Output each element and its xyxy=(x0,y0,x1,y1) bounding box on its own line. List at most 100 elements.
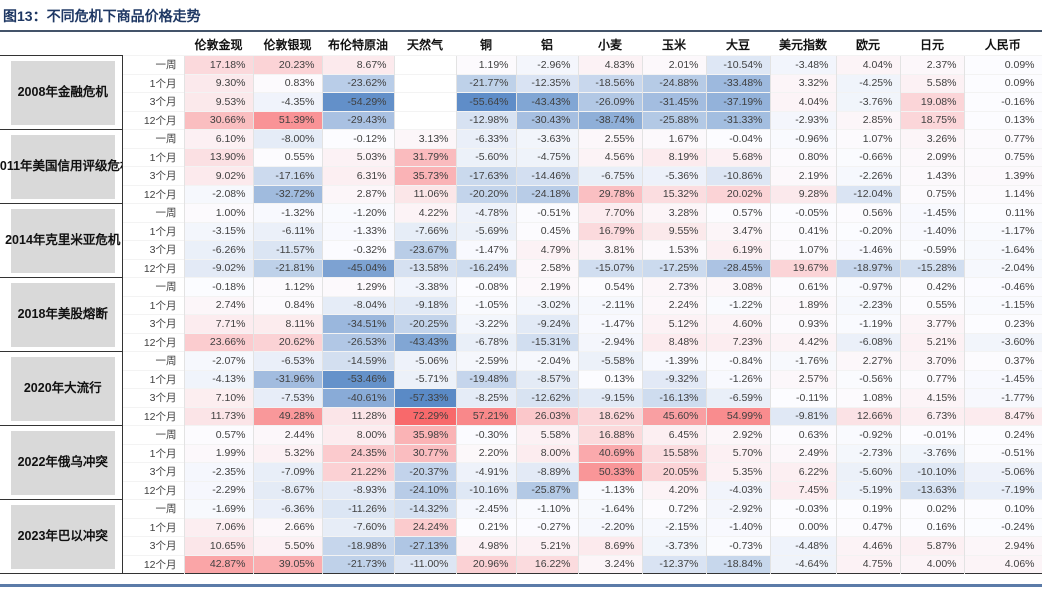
value-cell: 30.77% xyxy=(393,443,456,463)
period-label: 一周 xyxy=(121,351,184,370)
value-cell: 6.45% xyxy=(641,425,706,444)
column-header: 铝 xyxy=(540,37,553,52)
table-row: 3个月 -2.35% -7.09% 21.22% -20.37% -4.91% -8.89%… xyxy=(0,462,1042,481)
period-label: 1个月 xyxy=(121,73,184,93)
value-cell: 0.10% xyxy=(963,499,1042,518)
value-cell: -14.46% xyxy=(515,166,578,185)
value-cell: 2.19% xyxy=(515,277,578,296)
value-cell: -0.04% xyxy=(705,129,770,148)
value-cell: 0.23% xyxy=(963,314,1042,333)
value-cell: -5.58% xyxy=(577,351,642,370)
table-row: 2020年大流行 一周 -2.07% -6.53% -14.59% -5.06% -2.59… xyxy=(0,351,1042,421)
value-cell: -6.26% xyxy=(183,240,253,259)
value-cell: -1.76% xyxy=(769,351,836,370)
period-label: 一周 xyxy=(121,425,184,444)
value-cell: 8.00% xyxy=(321,425,394,444)
table-row: 1个月 -3.15% -6.11% -1.33% -7.66% -5.69% 0.45% 16… xyxy=(0,221,1042,241)
value-cell xyxy=(393,110,456,130)
value-cell: 4.79% xyxy=(515,240,578,259)
value-cell: 8.47% xyxy=(963,406,1042,426)
value-cell: -6.78% xyxy=(455,332,516,352)
period-label: 1个月 xyxy=(121,295,184,315)
value-cell: 0.47% xyxy=(835,517,900,537)
value-cell: 0.77% xyxy=(899,369,964,389)
value-cell: -15.07% xyxy=(577,258,642,278)
period-label: 3个月 xyxy=(121,92,184,111)
value-cell: -5.06% xyxy=(963,462,1042,481)
period-label: 3个月 xyxy=(121,166,184,185)
value-cell: -25.87% xyxy=(515,480,578,500)
value-cell: -38.74% xyxy=(577,110,642,130)
crisis-group-label: 2022年俄乌冲突 xyxy=(0,426,122,500)
value-cell: 19.67% xyxy=(769,258,836,278)
value-cell: 2.19% xyxy=(769,166,836,185)
value-cell: -25.88% xyxy=(641,110,706,130)
value-cell: 1.07% xyxy=(835,129,900,148)
value-cell: -1.39% xyxy=(641,351,706,370)
value-cell: 4.42% xyxy=(769,332,836,352)
value-cell: -2.20% xyxy=(577,517,642,537)
value-cell: -3.38% xyxy=(393,277,456,296)
period-label: 一周 xyxy=(121,55,184,74)
value-cell: 3.28% xyxy=(641,203,706,222)
value-cell: -15.28% xyxy=(899,258,964,278)
value-cell xyxy=(393,73,456,93)
value-cell: -1.45% xyxy=(963,369,1042,389)
value-cell: 2.85% xyxy=(835,110,900,130)
value-cell: -0.51% xyxy=(963,443,1042,463)
value-cell: 4.83% xyxy=(577,55,642,74)
value-cell: -2.08% xyxy=(183,184,253,204)
value-cell: 0.93% xyxy=(769,314,836,333)
value-cell: -7.19% xyxy=(963,480,1042,500)
value-cell: 2.27% xyxy=(835,351,900,370)
value-cell: -10.16% xyxy=(455,480,516,500)
value-cell: -1.22% xyxy=(705,295,770,315)
value-cell: -45.04% xyxy=(321,258,394,278)
table-row: 3个月 7.71% 8.11% -34.51% -20.25% -3.22% -9.24% -… xyxy=(0,314,1042,333)
value-cell: -24.10% xyxy=(393,480,456,500)
value-cell: 7.70% xyxy=(577,203,642,222)
column-header: 人民币 xyxy=(984,37,1021,52)
value-cell: -0.08% xyxy=(455,277,516,296)
value-cell: -19.48% xyxy=(455,369,516,389)
value-cell: -2.93% xyxy=(769,110,836,130)
value-cell: -23.67% xyxy=(393,240,456,259)
value-cell: -17.16% xyxy=(252,166,322,185)
table-row: 12个月 30.66% 51.39% -29.43% -12.98% -30.43% -38… xyxy=(0,110,1042,130)
value-cell: 0.42% xyxy=(899,277,964,296)
crisis-group-label-text: 2011年美国信用评级危机 xyxy=(0,134,122,199)
value-cell: 0.77% xyxy=(963,129,1042,148)
value-cell: -1.05% xyxy=(455,295,516,315)
value-cell: 30.66% xyxy=(183,110,253,130)
value-cell: -4.64% xyxy=(769,554,836,574)
value-cell: -12.04% xyxy=(835,184,900,204)
value-cell: 1.07% xyxy=(769,240,836,259)
value-cell: 20.62% xyxy=(252,332,322,352)
value-cell: -6.33% xyxy=(455,129,516,148)
crisis-group-label: 2008年金融危机 xyxy=(0,56,122,130)
value-cell: -20.25% xyxy=(393,314,456,333)
value-cell: -1.33% xyxy=(321,221,394,241)
value-cell: 0.09% xyxy=(963,55,1042,74)
value-cell: 40.69% xyxy=(577,443,642,463)
value-cell: -0.05% xyxy=(769,203,836,222)
value-cell: -1.15% xyxy=(963,295,1042,315)
value-cell: 1.53% xyxy=(641,240,706,259)
value-cell: 1.08% xyxy=(835,388,900,407)
value-cell: -1.40% xyxy=(705,517,770,537)
value-cell: -6.11% xyxy=(252,221,322,241)
period-label: 1个月 xyxy=(121,147,184,167)
value-cell: -14.32% xyxy=(393,499,456,518)
period-label: 一周 xyxy=(121,203,184,222)
value-cell: 26.03% xyxy=(515,406,578,426)
value-cell: 31.79% xyxy=(393,147,456,167)
table-row: 3个月 10.65% 5.50% -18.98% -27.13% 4.98% 5.21% 8.… xyxy=(0,536,1042,555)
period-label: 一周 xyxy=(121,129,184,148)
value-cell: 0.56% xyxy=(835,203,900,222)
value-cell: 18.75% xyxy=(899,110,964,130)
table-row: 3个月 -6.26% -11.57% -0.32% -23.67% -1.47% 4.79%… xyxy=(0,240,1042,259)
value-cell: 9.28% xyxy=(769,184,836,204)
value-cell: 16.79% xyxy=(577,221,642,241)
value-cell: 5.87% xyxy=(899,536,964,555)
